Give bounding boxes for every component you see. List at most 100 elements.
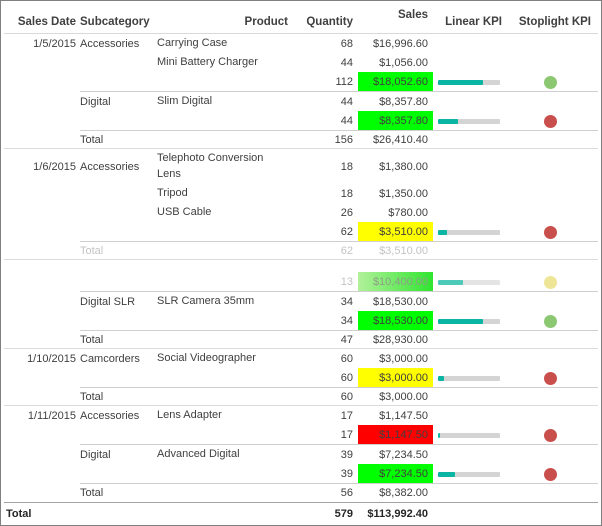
quantity-cell: 39 <box>340 468 353 480</box>
linear-kpi-bar-track <box>438 432 500 438</box>
product-cell: SLR Camera 35mm <box>157 294 255 307</box>
quantity-cell: 34 <box>340 315 353 327</box>
quantity-cell: 26 <box>340 206 353 219</box>
total-label-cell: Total <box>80 244 104 257</box>
column-header-sales: Sales <box>397 8 428 21</box>
table-row: Total 56 $8,382.00 <box>4 484 598 502</box>
sales-cell: $7,234.50 <box>353 464 433 484</box>
stoplight-indicator-red <box>543 225 557 239</box>
quantity-cell: 62 <box>340 244 353 257</box>
total-label-cell: Total <box>80 333 104 346</box>
sales-cell: $3,510.00 <box>353 242 433 259</box>
quantity-cell: 17 <box>340 429 353 441</box>
total-label-cell: Total <box>80 487 104 499</box>
linear-kpi-bar-fill <box>438 118 459 124</box>
grand-total-quantity: 579 <box>334 507 353 520</box>
grand-total-label: Total <box>6 507 32 520</box>
table-row: Total 62 $3,510.00 <box>4 242 598 260</box>
total-label-cell: Total <box>80 133 104 146</box>
sales-cell: $8,357.80 <box>353 92 433 111</box>
linear-kpi-cell <box>433 229 506 235</box>
product-cell: Social Videographer <box>157 351 256 364</box>
sales-value: $1,056.00 <box>379 56 428 69</box>
table-row: 60 $3,000.00 <box>4 368 598 388</box>
subcategory-cell: Accessories <box>80 37 140 50</box>
linear-kpi-bar-track <box>438 375 500 381</box>
sales-value: $1,350.00 <box>379 187 428 200</box>
table-row: Total 47 $28,930.00 <box>4 331 598 349</box>
sales-value: $3,000.00 <box>379 390 428 403</box>
linear-kpi-bar-fill <box>438 375 444 381</box>
product-cell: Advanced Digital <box>157 447 240 460</box>
sales-value: $18,530.00 <box>372 295 428 308</box>
quantity-cell: 44 <box>340 95 353 108</box>
sales-highlight-cell: $3,510.00 <box>358 222 433 242</box>
sales-cell: $780.00 <box>353 203 433 222</box>
subcategory-cell: Camcorders <box>80 352 140 365</box>
sales-value: $8,357.80 <box>379 95 428 108</box>
quantity-cell: 44 <box>340 115 353 127</box>
linear-kpi-cell <box>433 118 506 124</box>
sales-highlight-cell: $7,234.50 <box>358 464 433 484</box>
subcategory-cell: Digital SLR <box>80 295 136 308</box>
table-row: 39 $7,234.50 <box>4 464 598 484</box>
table-header-row: Sales Date Subcategory Product Quantity … <box>4 1 598 34</box>
stoplight-indicator-red <box>543 467 557 481</box>
table-row: Total 60 $3,000.00 <box>4 388 598 406</box>
quantity-cell: 56 <box>340 487 353 499</box>
grand-total-row: Total 579 $113,992.40 <box>4 502 598 524</box>
quantity-cell: 68 <box>340 37 353 50</box>
sales-cell: $18,530.00 <box>353 311 433 331</box>
sales-cell: $1,147.50 <box>353 425 433 445</box>
product-cell: Telephoto Conversion Lens <box>157 151 264 180</box>
sales-cell: $7,234.50 <box>353 445 433 464</box>
subcategory-cell: Accessories <box>80 160 140 173</box>
sales-value: $28,930.00 <box>372 333 428 346</box>
sales-value: $7,234.50 <box>379 448 428 461</box>
stoplight-indicator-green <box>543 314 557 328</box>
sales-highlight-cell: $1,147.50 <box>358 425 433 445</box>
sales-value: $3,510.00 <box>379 244 428 257</box>
sales-cell: $3,000.00 <box>353 368 433 388</box>
quantity-cell: 13 <box>340 276 353 288</box>
table-row: 13 $10,400.00 <box>4 272 598 292</box>
linear-kpi-bar-fill <box>438 79 483 85</box>
product-cell: Carrying Case <box>157 36 228 49</box>
sales-cell: $18,052.60 <box>353 72 433 92</box>
column-header-quantity: Quantity <box>306 16 353 28</box>
column-header-stoplight-kpi: Stoplight KPI <box>518 16 591 28</box>
linear-kpi-bar-track <box>438 279 500 285</box>
subcategory-cell: Accessories <box>80 409 140 422</box>
table-row: 1/5/2015 Accessories Carrying Case 68 $16,99… <box>4 34 598 53</box>
table-row: 62 $3,510.00 <box>4 222 598 242</box>
sales-cell: $3,000.00 <box>353 388 433 405</box>
sales-cell: $1,350.00 <box>353 184 433 203</box>
sales-highlight-cell: $3,000.00 <box>358 368 433 388</box>
sales-cell: $16,996.60 <box>353 34 433 53</box>
quantity-cell: 60 <box>340 352 353 365</box>
product-cell: Mini Battery Charger <box>157 55 258 68</box>
sales-value: $16,996.60 <box>372 37 428 50</box>
sales-cell: $8,357.80 <box>353 111 433 131</box>
stoplight-indicator-yellow <box>543 275 557 289</box>
sales-value: $26,410.40 <box>372 133 428 146</box>
quantity-cell: 34 <box>340 295 353 308</box>
stoplight-kpi-cell <box>506 467 594 481</box>
sales-cell: $1,380.00 <box>353 149 433 184</box>
quantity-cell: 112 <box>335 76 353 88</box>
sales-cell: $26,410.40 <box>353 131 433 148</box>
table-row: 1/11/2015 Accessories Lens Adapter 17 $1,147… <box>4 406 598 425</box>
quantity-cell: 39 <box>340 448 353 461</box>
stoplight-indicator-red <box>543 428 557 442</box>
quantity-cell: 17 <box>340 409 353 422</box>
sales-cell: $28,930.00 <box>353 331 433 348</box>
sales-cell: $3,510.00 <box>353 222 433 242</box>
sales-cell: $18,530.00 <box>353 292 433 311</box>
linear-kpi-bar-fill <box>438 318 484 324</box>
stoplight-kpi-cell <box>506 225 594 239</box>
quantity-cell: 60 <box>340 390 353 403</box>
table-rows: 1/5/2015 Accessories Carrying Case 68 $16,99… <box>4 34 598 502</box>
subcategory-cell: Digital <box>80 95 111 108</box>
product-cell: Lens Adapter <box>157 408 222 421</box>
